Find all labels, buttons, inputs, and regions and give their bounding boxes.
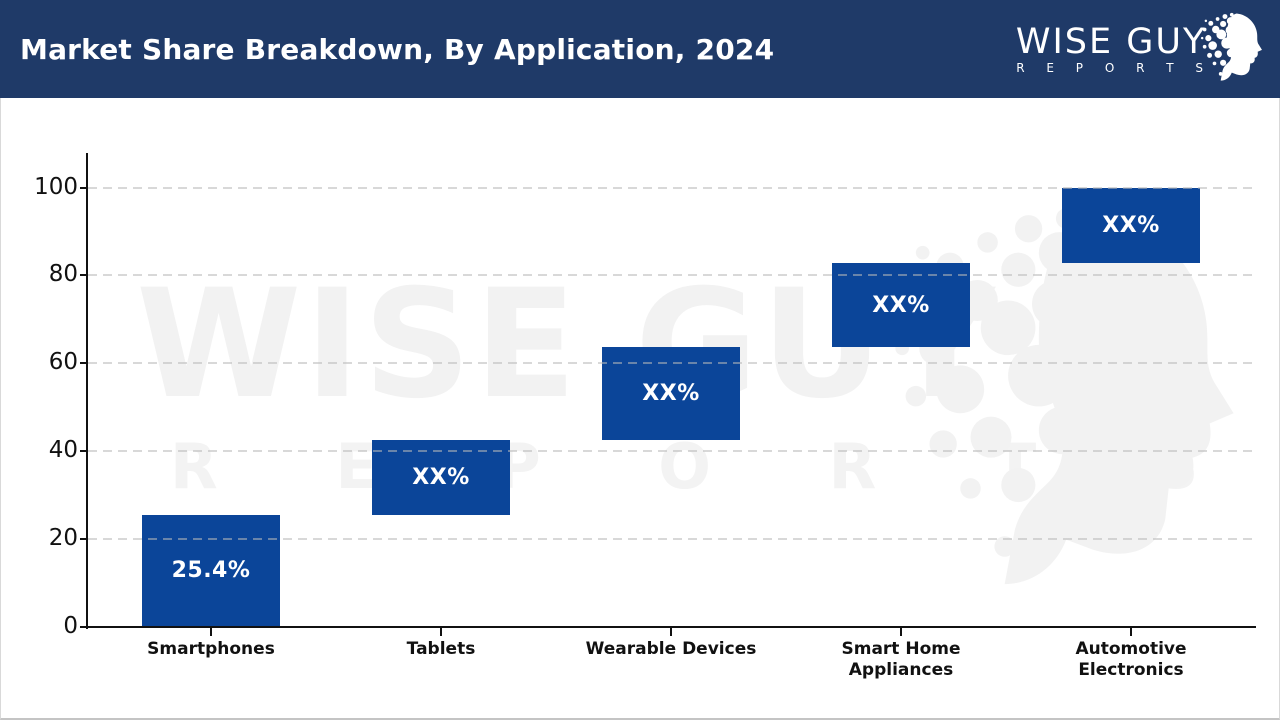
y-tick-label: 0 [63,612,78,639]
y-tick-label: 80 [48,261,78,288]
category-label-line: Wearable Devices [585,639,757,659]
logo-face-icon [1196,5,1270,91]
x-tick-mark [210,627,212,636]
category-label-smartphones: Smartphones [91,639,331,660]
gridline-80 [88,274,1256,277]
bar-smartphones: 25.4% [142,514,280,627]
category-label-line: Tablets [406,639,476,659]
bar-value-label: XX% [412,465,470,491]
category-label-line: Electronics [1078,660,1184,680]
y-tick-label: 100 [34,173,78,200]
header-bar: Market Share Breakdown, By Application, … [0,0,1280,98]
x-tick-mark [670,627,672,636]
x-axis-line [86,625,1256,628]
x-tick-mark [1130,627,1132,636]
category-label-wearable-devices: Wearable Devices [551,639,791,660]
category-label-line: Smart Home [841,639,961,659]
page-title: Market Share Breakdown, By Application, … [20,32,775,66]
y-tick-mark [80,537,88,540]
category-label-automotive-electronics: Automotive Electronics [1011,639,1251,681]
category-label-line: Appliances [848,660,954,680]
category-label-line: Automotive [1075,639,1187,659]
category-label-tablets: Tablets [321,639,561,660]
bar-automotive-electronics: XX% [1062,187,1200,263]
gridline-40 [88,449,1256,452]
x-tick-mark [900,627,902,636]
y-tick-label: 20 [48,524,78,551]
y-tick-mark [80,274,88,277]
y-tick-mark [80,449,88,452]
logo-name: WISE GUY [1015,21,1207,62]
category-label-smart-home-appliances: Smart Home Appliances [781,639,1021,681]
x-tick-mark [440,627,442,636]
bar-value-label: XX% [1102,212,1160,238]
bar-tablets: XX% [372,440,510,515]
y-tick-mark [80,186,88,189]
bar-value-label: XX% [642,381,700,407]
bar-value-label: 25.4% [171,558,251,584]
y-tick-label: 40 [48,436,78,463]
y-tick-label: 60 [48,349,78,376]
wiseguy-logo: WISE GUY R E P O R T S [1010,7,1270,91]
y-tick-mark [80,625,88,628]
gridline-60 [88,362,1256,365]
y-axis-line [86,153,88,629]
bar-value-label: XX% [872,292,930,318]
gridline-20 [88,537,1256,540]
gridline-100 [88,186,1256,189]
logo-text: WISE GUY R E P O R T S [1010,24,1212,74]
category-label-line: Smartphones [147,639,275,659]
bar-smart-home-appliances: XX% [832,263,970,348]
logo-subtitle: R E P O R T S [1016,60,1212,75]
y-tick-mark [80,362,88,365]
